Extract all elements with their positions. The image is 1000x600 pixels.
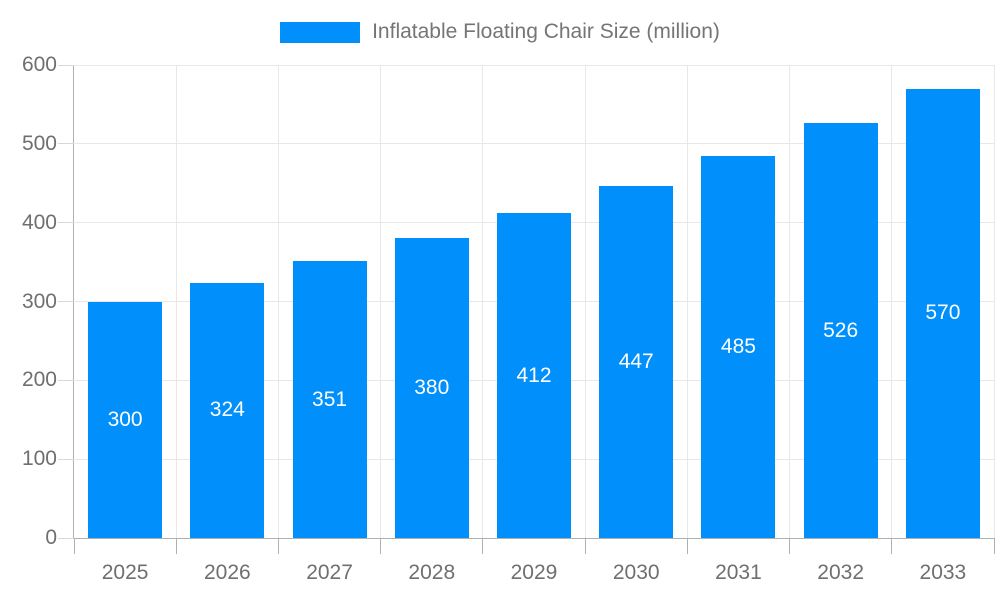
y-tick-label: 100 <box>21 447 57 471</box>
y-axis-tick <box>58 64 74 66</box>
y-tick-label: 300 <box>21 289 57 313</box>
x-axis-tick <box>380 538 382 554</box>
gridline-vertical <box>789 65 791 538</box>
y-axis-tick <box>58 301 74 302</box>
x-axis-tick <box>789 538 791 554</box>
x-tick-label: 2033 <box>919 561 967 584</box>
bar-value-label: 447 <box>618 349 654 373</box>
gridline-vertical <box>380 65 382 538</box>
x-axis-tick <box>73 538 75 554</box>
gridline-vertical <box>175 65 177 538</box>
legend-label: Inflatable Floating Chair Size (million) <box>372 20 720 43</box>
y-axis-tick <box>58 458 74 460</box>
bar-2026[interactable]: 324 <box>190 282 265 538</box>
x-tick-label: 2025 <box>101 561 149 584</box>
gridline-vertical <box>891 65 893 538</box>
y-tick-label: 0 <box>45 526 57 549</box>
bar-2030[interactable]: 447 <box>599 185 674 538</box>
x-axis-tick <box>891 538 893 554</box>
bar-2033[interactable]: 570 <box>905 88 980 538</box>
x-tick-label: 2027 <box>306 561 353 584</box>
bar-value-label: 351 <box>312 387 348 411</box>
bar-value-label: 526 <box>823 318 859 342</box>
bar-2025[interactable]: 300 <box>88 301 163 538</box>
y-tick-label: 400 <box>21 210 57 234</box>
x-axis-tick <box>993 538 995 554</box>
y-axis-tick <box>58 537 74 539</box>
x-tick-label: 2032 <box>817 561 865 584</box>
bar-2027[interactable]: 351 <box>292 261 367 538</box>
legend[interactable]: Inflatable Floating Chair Size (million) <box>0 20 1000 44</box>
y-tick-label: 600 <box>21 53 57 76</box>
bar-2031[interactable]: 485 <box>701 155 776 538</box>
bar-value-label: 570 <box>925 301 961 325</box>
gridline-horizontal <box>74 64 994 66</box>
y-axis-tick <box>58 222 74 224</box>
bar-value-label: 380 <box>414 376 450 400</box>
bar-value-label: 412 <box>516 363 552 387</box>
bar-2032[interactable]: 526 <box>803 123 878 538</box>
bar-2029[interactable]: 412 <box>497 213 571 538</box>
y-tick-label: 500 <box>21 131 57 155</box>
x-axis-tick <box>482 538 484 554</box>
gridline-vertical <box>686 65 688 538</box>
y-tick-label: 200 <box>21 368 57 392</box>
x-axis-tick <box>277 538 279 554</box>
x-tick-label: 2028 <box>408 561 456 584</box>
gridline-vertical <box>584 65 586 538</box>
y-axis-tick <box>58 143 74 145</box>
plot-area: 0 100 200 300 400 500 600 300 2025 324 2026 351 2027… <box>22 53 995 584</box>
x-axis-tick <box>584 538 586 554</box>
bar-2028[interactable]: 380 <box>394 238 469 538</box>
bar-value-label: 324 <box>209 398 245 422</box>
x-tick-label: 2026 <box>203 561 251 584</box>
x-axis-tick <box>175 538 177 554</box>
gridline-vertical <box>277 65 279 538</box>
legend-swatch <box>280 21 361 43</box>
x-tick-label: 2031 <box>715 561 762 584</box>
y-axis-tick <box>58 379 74 381</box>
gridline-horizontal <box>74 143 994 145</box>
x-axis-tick <box>686 538 688 554</box>
x-tick-label: 2030 <box>612 561 660 584</box>
bar-value-label: 300 <box>107 407 143 431</box>
x-tick-label: 2029 <box>510 561 558 584</box>
gridline-vertical <box>993 65 995 538</box>
gridline-vertical <box>482 65 484 538</box>
bar-value-label: 485 <box>720 334 756 358</box>
